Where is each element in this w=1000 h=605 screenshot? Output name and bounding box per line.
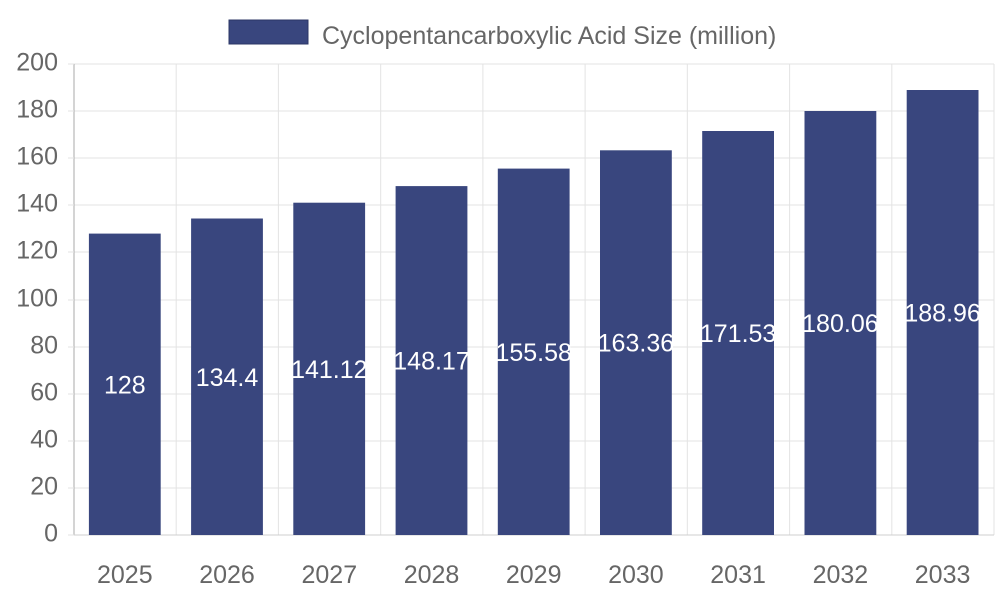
svg-text:141.12: 141.12: [291, 356, 367, 384]
svg-text:163.36: 163.36: [598, 330, 674, 358]
svg-text:134.4: 134.4: [196, 364, 259, 392]
svg-text:0: 0: [44, 520, 58, 548]
svg-text:2033: 2033: [915, 561, 971, 589]
svg-text:140: 140: [16, 190, 58, 218]
svg-text:171.53: 171.53: [700, 320, 776, 348]
svg-text:2025: 2025: [97, 561, 153, 589]
svg-text:180.06: 180.06: [802, 310, 878, 338]
svg-text:2029: 2029: [506, 561, 562, 589]
svg-text:155.58: 155.58: [495, 339, 571, 367]
svg-text:148.17: 148.17: [393, 348, 469, 376]
svg-text:Cyclopentancarboxylic Acid Siz: Cyclopentancarboxylic Acid Size (million…: [322, 22, 776, 50]
svg-text:80: 80: [30, 332, 58, 360]
svg-text:2028: 2028: [404, 561, 460, 589]
svg-text:60: 60: [30, 379, 58, 407]
svg-text:188.96: 188.96: [904, 300, 980, 328]
svg-text:100: 100: [16, 285, 58, 313]
svg-text:200: 200: [16, 49, 58, 77]
svg-text:2032: 2032: [813, 561, 869, 589]
svg-text:128: 128: [104, 371, 146, 399]
svg-text:160: 160: [16, 143, 58, 171]
svg-text:120: 120: [16, 237, 58, 265]
svg-text:2031: 2031: [710, 561, 766, 589]
svg-text:20: 20: [30, 473, 58, 501]
svg-text:180: 180: [16, 96, 58, 124]
svg-text:40: 40: [30, 426, 58, 454]
svg-text:2026: 2026: [199, 561, 255, 589]
svg-text:2027: 2027: [301, 561, 357, 589]
svg-text:2030: 2030: [608, 561, 664, 589]
